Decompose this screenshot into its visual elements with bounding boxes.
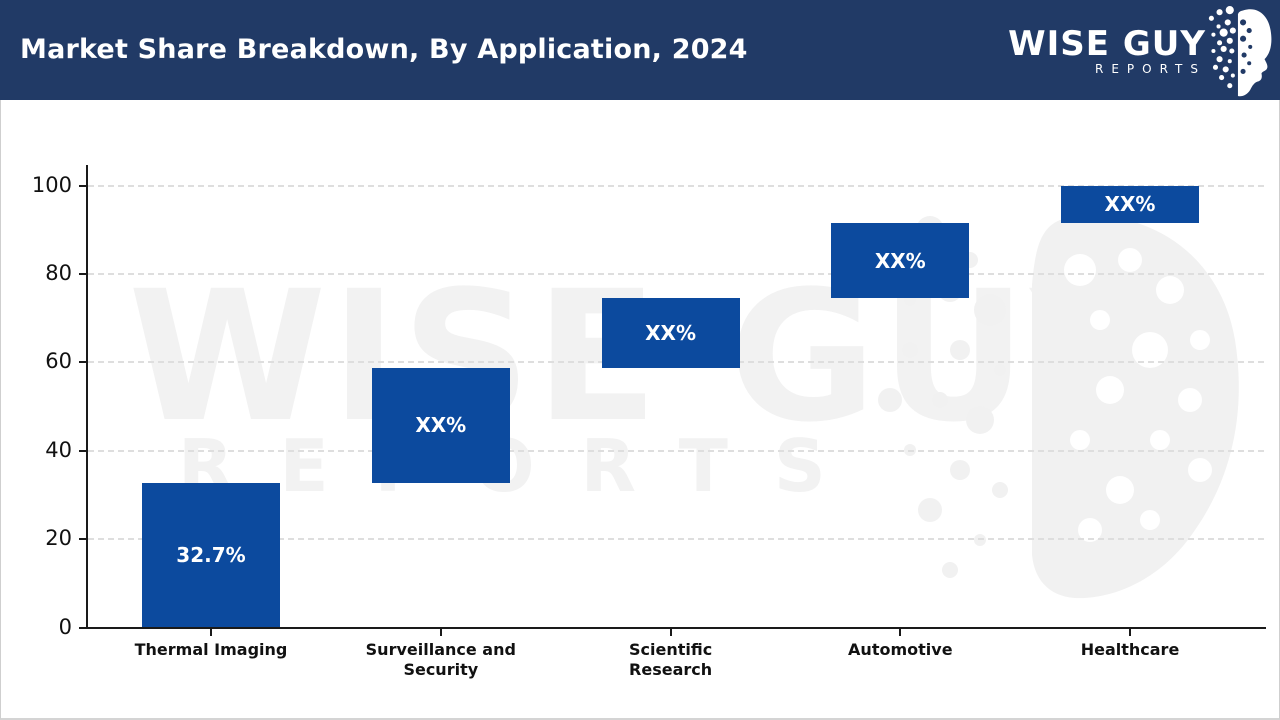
gridline [88, 538, 1264, 541]
y-tick-label: 60 [45, 349, 72, 374]
y-tick-label: 80 [45, 260, 72, 285]
logo-subtext: REPORTS [1094, 62, 1206, 76]
x-tick-label: Automotive [848, 640, 953, 659]
x-tick-label: Scientific Research [628, 640, 713, 679]
header-bar: Market Share Breakdown, By Application, … [0, 0, 1280, 100]
bar-value-label: 32.7% [176, 543, 246, 568]
x-tick-label: Healthcare [1080, 640, 1180, 659]
bar: XX% [601, 298, 740, 368]
bar-value-label: XX% [874, 248, 926, 273]
y-tick-label: 20 [45, 526, 72, 551]
x-tick-mark [669, 629, 672, 636]
wise-guy-reports-logo: WISE GUY REPORTS [1008, 0, 1272, 100]
y-tick-mark [79, 184, 88, 187]
y-tick-mark [79, 449, 88, 452]
page-title: Market Share Breakdown, By Application, … [20, 34, 748, 65]
gridline [88, 272, 1264, 275]
x-axis-spine [86, 627, 1266, 629]
y-tick-label: 0 [58, 614, 72, 639]
x-tick-label: Thermal Imaging [134, 640, 288, 659]
gridline [88, 449, 1264, 452]
bar-value-label: XX% [415, 413, 467, 438]
y-tick-mark [79, 272, 88, 275]
bar: XX% [1061, 185, 1199, 224]
logo-wordmark: WISE GUY [1008, 24, 1206, 64]
x-tick-label: Surveillance and Security [365, 640, 516, 679]
y-tick-mark [79, 626, 88, 629]
bar: 32.7% [142, 482, 280, 628]
y-axis-spine [86, 165, 88, 629]
x-tick-mark [210, 629, 212, 636]
x-tick-mark [1129, 629, 1131, 636]
bar: XX% [371, 367, 510, 483]
y-tick-label: 100 [31, 172, 72, 197]
bar-value-label: XX% [1104, 192, 1156, 217]
logo-face-icon [1208, 6, 1272, 97]
y-tick-mark [79, 361, 88, 364]
bar-value-label: XX% [645, 320, 697, 345]
bar: XX% [831, 223, 970, 299]
x-tick-mark [899, 629, 902, 636]
y-tick-mark [79, 538, 88, 541]
y-tick-label: 40 [45, 437, 72, 462]
gridline [88, 184, 1264, 187]
x-tick-mark [439, 629, 442, 636]
